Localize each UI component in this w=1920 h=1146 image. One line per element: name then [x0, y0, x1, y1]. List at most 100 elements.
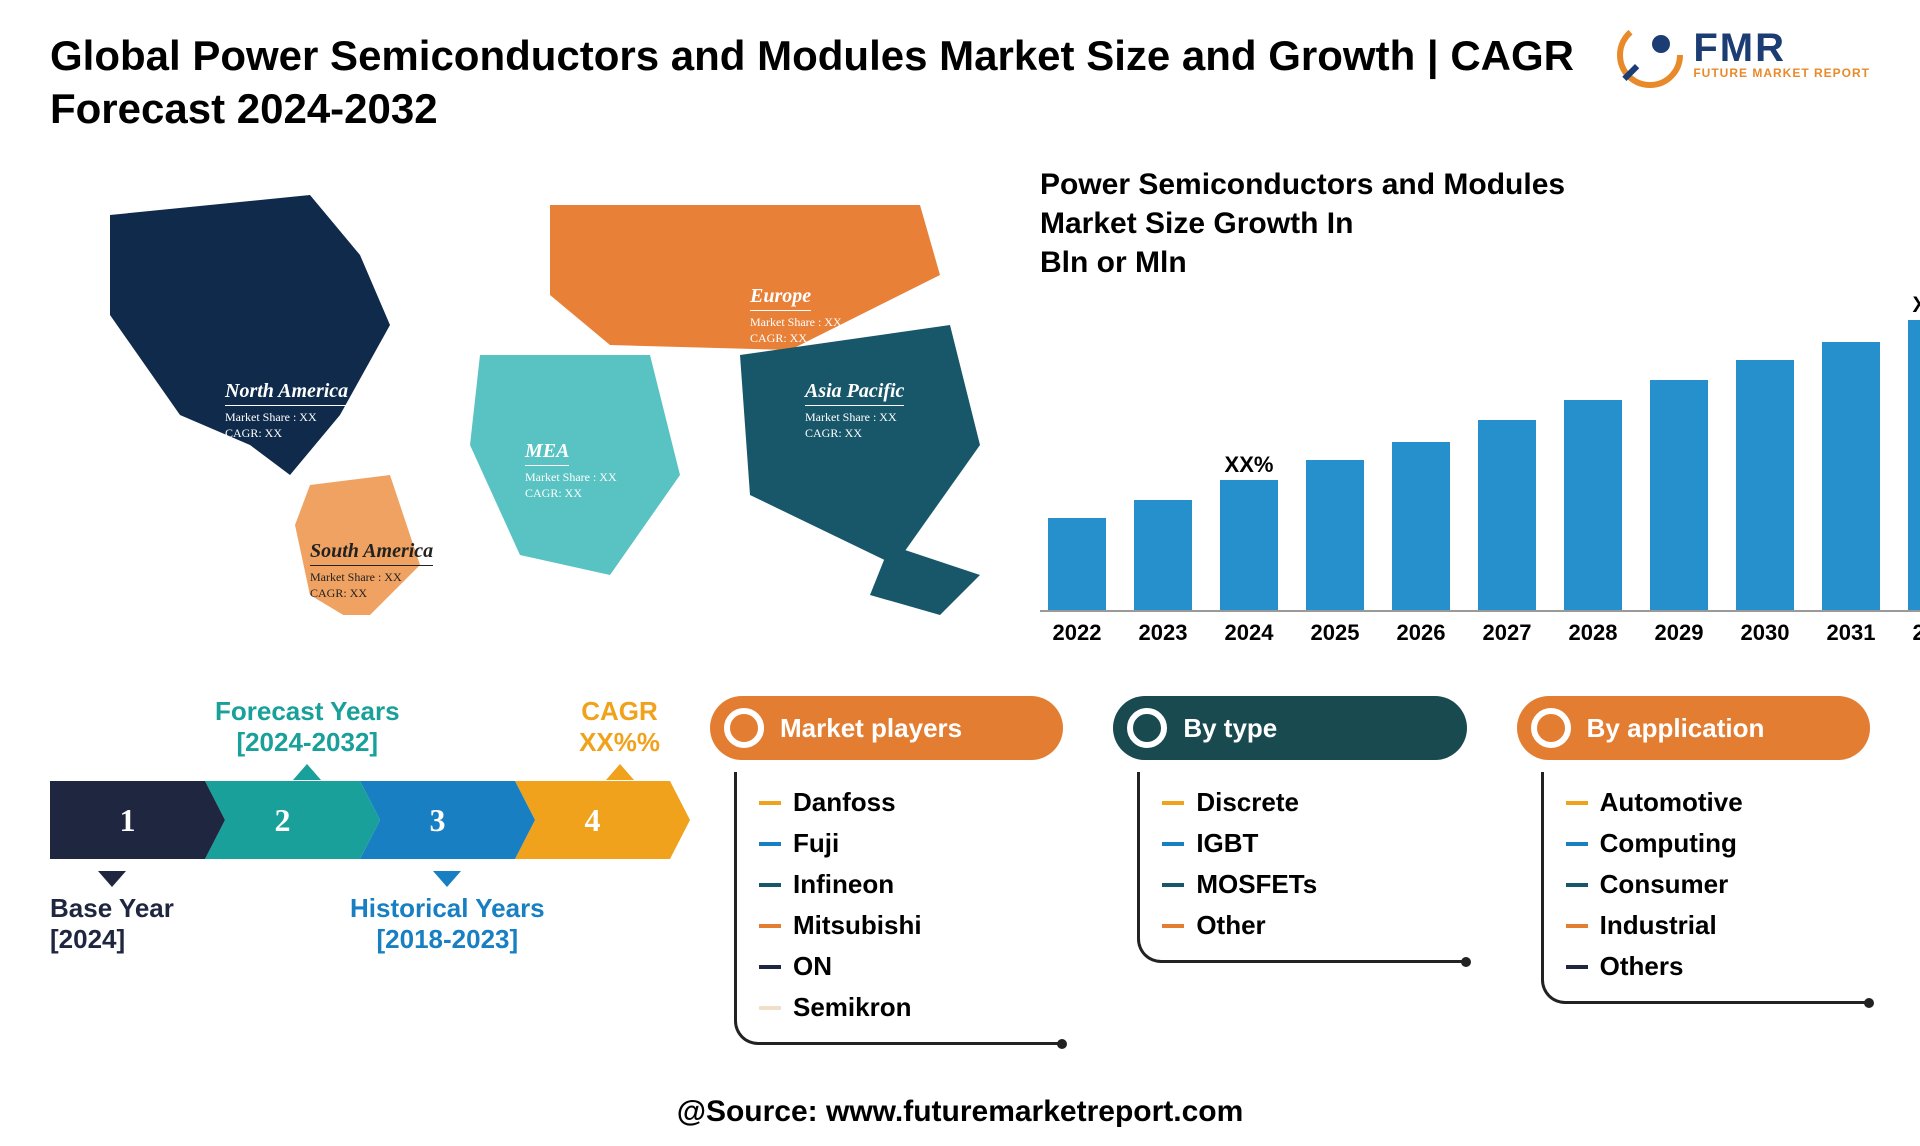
- list-item-label: Discrete: [1196, 787, 1299, 818]
- base-range: [2024]: [50, 924, 174, 955]
- hist-annot: Historical Years [2018-2023]: [350, 871, 545, 955]
- list-item-label: Infineon: [793, 869, 894, 900]
- tick-icon: [759, 924, 781, 928]
- bar-2028: [1556, 400, 1630, 610]
- cagr-value: XX%%: [579, 727, 660, 758]
- tick-icon: [1566, 883, 1588, 887]
- tick-icon: [759, 1006, 781, 1010]
- list-item-label: Industrial: [1600, 910, 1717, 941]
- tick-icon: [1566, 801, 1588, 805]
- dot-icon: [1531, 708, 1571, 748]
- bar-chart: Power Semiconductors and Modules Market …: [1010, 165, 1920, 646]
- list-item: Fuji: [759, 823, 1063, 864]
- base-label: Base Year: [50, 893, 174, 924]
- list-item: Danfoss: [759, 782, 1063, 823]
- list-item: Industrial: [1566, 905, 1870, 946]
- list-item-label: Automotive: [1600, 787, 1743, 818]
- bar-year-label: 2024: [1225, 620, 1274, 646]
- dot-icon: [724, 708, 764, 748]
- hist-label: Historical Years: [350, 893, 545, 924]
- tick-icon: [1566, 965, 1588, 969]
- pill-column-2: By applicationAutomotiveComputingConsume…: [1517, 696, 1870, 1045]
- bracket-list: Discrete IGBT MOSFETs Other: [1137, 772, 1466, 963]
- chart-title: Power Semiconductors and Modules Market …: [1040, 165, 1920, 282]
- region-label-mea: MEAMarket Share : XXCAGR: XX: [525, 440, 617, 501]
- bar-2022: [1040, 518, 1114, 610]
- bar-year-label: 2026: [1397, 620, 1446, 646]
- timeline-strip: 1234: [50, 781, 670, 859]
- list-item-label: Fuji: [793, 828, 839, 859]
- list-item: Computing: [1566, 823, 1870, 864]
- region-label-eu: EuropeMarket Share : XXCAGR: XX: [750, 285, 842, 346]
- bar-2030: [1728, 360, 1802, 610]
- bar-year-label: 2031: [1827, 620, 1876, 646]
- cagr-label: CAGR: [579, 696, 660, 727]
- tick-icon: [1162, 883, 1184, 887]
- bar-year-label: 2030: [1741, 620, 1790, 646]
- bar-2031: [1814, 342, 1888, 610]
- list-item: Others: [1566, 946, 1870, 987]
- bars-container: XX% XX%: [1040, 302, 1920, 612]
- tick-icon: [1162, 924, 1184, 928]
- tick-icon: [1566, 924, 1588, 928]
- list-item: Other: [1162, 905, 1466, 946]
- bracket-list: Automotive Computing Consumer Industrial Oth…: [1541, 772, 1870, 1004]
- tick-icon: [759, 883, 781, 887]
- bar-2023: [1126, 500, 1200, 610]
- tick-icon: [1566, 842, 1588, 846]
- list-item: Infineon: [759, 864, 1063, 905]
- arrow-up-icon: [606, 764, 634, 780]
- bar-2025: [1298, 460, 1372, 610]
- timeline-seg-4: 4: [515, 781, 670, 859]
- timeline: Forecast Years [2024-2032] CAGR XX%% 123…: [50, 696, 670, 1045]
- pill-column-0: Market players Danfoss Fuji Infineon Mitsubi…: [710, 696, 1063, 1045]
- tick-icon: [759, 842, 781, 846]
- cagr-annot: CAGR XX%%: [579, 696, 660, 780]
- pill-title: By type: [1183, 713, 1277, 744]
- bracket-list: Danfoss Fuji Infineon MitsubishiONSemikron: [734, 772, 1063, 1045]
- logo: FMR FUTURE MARKET REPORT: [1615, 20, 1870, 90]
- bar-2032: XX%: [1900, 320, 1920, 610]
- source-text: @Source: www.futuremarketreport.com: [50, 1095, 1870, 1129]
- forecast-label: Forecast Years: [215, 696, 400, 727]
- bar-year-label: 2022: [1053, 620, 1102, 646]
- bar-2027: [1470, 420, 1544, 610]
- timeline-seg-3: 3: [360, 781, 515, 859]
- hist-range: [2018-2023]: [350, 924, 545, 955]
- bar-year-label: 2027: [1483, 620, 1532, 646]
- tick-icon: [759, 965, 781, 969]
- region-label-sa: South AmericaMarket Share : XXCAGR: XX: [310, 540, 433, 601]
- logo-sub-text: FUTURE MARKET REPORT: [1693, 66, 1870, 80]
- base-annot: Base Year [2024]: [50, 871, 174, 955]
- list-item: Semikron: [759, 987, 1063, 1028]
- bar-year-label: 2023: [1139, 620, 1188, 646]
- bar-year-label: 2029: [1655, 620, 1704, 646]
- bar-2029: [1642, 380, 1716, 610]
- bar-2026: [1384, 442, 1458, 610]
- tick-icon: [759, 801, 781, 805]
- tick-icon: [1162, 801, 1184, 805]
- pill-title: Market players: [780, 713, 962, 744]
- list-item: ON: [759, 946, 1063, 987]
- page-title: Global Power Semiconductors and Modules …: [50, 30, 1650, 135]
- list-item-label: Others: [1600, 951, 1684, 982]
- timeline-seg-2: 2: [205, 781, 360, 859]
- list-item-label: MOSFETs: [1196, 869, 1317, 900]
- list-item: IGBT: [1162, 823, 1466, 864]
- list-item: Consumer: [1566, 864, 1870, 905]
- bar-2024: XX%: [1212, 480, 1286, 610]
- logo-fmr-text: FMR: [1693, 30, 1870, 66]
- logo-icon: [1615, 20, 1685, 90]
- list-item-label: Computing: [1600, 828, 1737, 859]
- pill-header: Market players: [710, 696, 1063, 760]
- chart-title-l2: Market Size Growth In: [1040, 204, 1920, 243]
- list-item: Mitsubishi: [759, 905, 1063, 946]
- list-item-label: Other: [1196, 910, 1265, 941]
- arrow-up-icon: [293, 764, 321, 780]
- list-item: MOSFETs: [1162, 864, 1466, 905]
- dot-icon: [1127, 708, 1167, 748]
- chart-title-l3: Bln or Mln: [1040, 243, 1920, 282]
- bar-year-label: 2032: [1913, 620, 1920, 646]
- list-item-label: IGBT: [1196, 828, 1258, 859]
- pill-header: By type: [1113, 696, 1466, 760]
